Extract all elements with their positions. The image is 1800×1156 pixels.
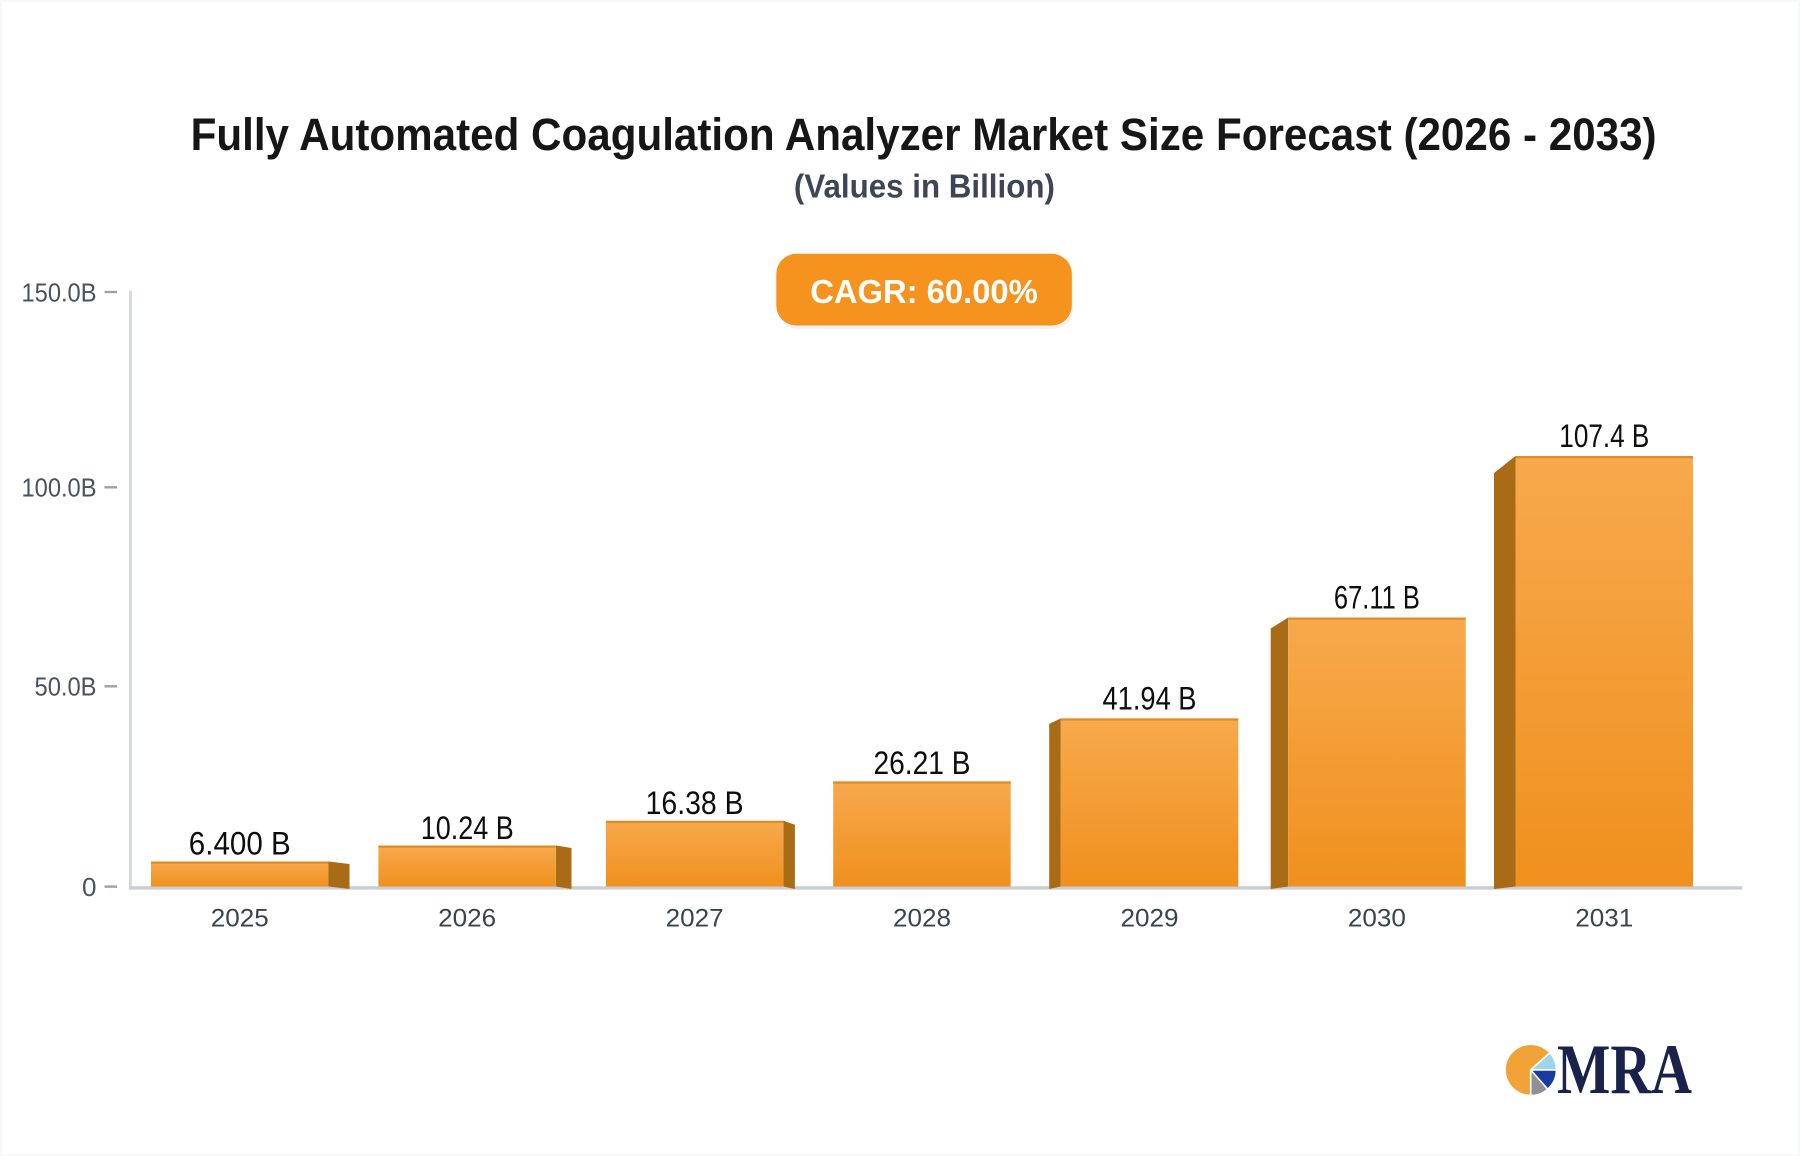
svg-text:2029: 2029 (1121, 905, 1179, 933)
svg-text:MRA: MRA (1557, 1031, 1692, 1109)
svg-text:26.21 B: 26.21 B (874, 745, 971, 781)
svg-text:150.0B: 150.0B (22, 277, 97, 307)
svg-text:6.400 B: 6.400 B (189, 825, 291, 861)
svg-text:2030: 2030 (1348, 905, 1406, 933)
svg-text:2031: 2031 (1575, 905, 1633, 933)
svg-text:2026: 2026 (438, 905, 496, 933)
svg-text:2025: 2025 (211, 905, 269, 933)
svg-text:2028: 2028 (893, 905, 951, 933)
svg-text:Fully Automated Coagulation An: Fully Automated Coagulation Analyzer Mar… (191, 109, 1657, 160)
svg-text:16.38 B: 16.38 B (646, 785, 744, 821)
svg-text:2027: 2027 (666, 905, 724, 933)
svg-text:107.4 B: 107.4 B (1559, 418, 1649, 454)
svg-text:0: 0 (82, 872, 96, 902)
svg-text:(Values in Billion): (Values in Billion) (794, 168, 1055, 205)
svg-text:50.0B: 50.0B (35, 672, 97, 702)
svg-text:67.11 B: 67.11 B (1334, 580, 1420, 616)
svg-text:41.94 B: 41.94 B (1103, 681, 1197, 717)
svg-text:10.24 B: 10.24 B (421, 810, 514, 846)
svg-text:100.0B: 100.0B (22, 473, 97, 503)
svg-text:CAGR: 60.00%: CAGR: 60.00% (810, 274, 1038, 311)
